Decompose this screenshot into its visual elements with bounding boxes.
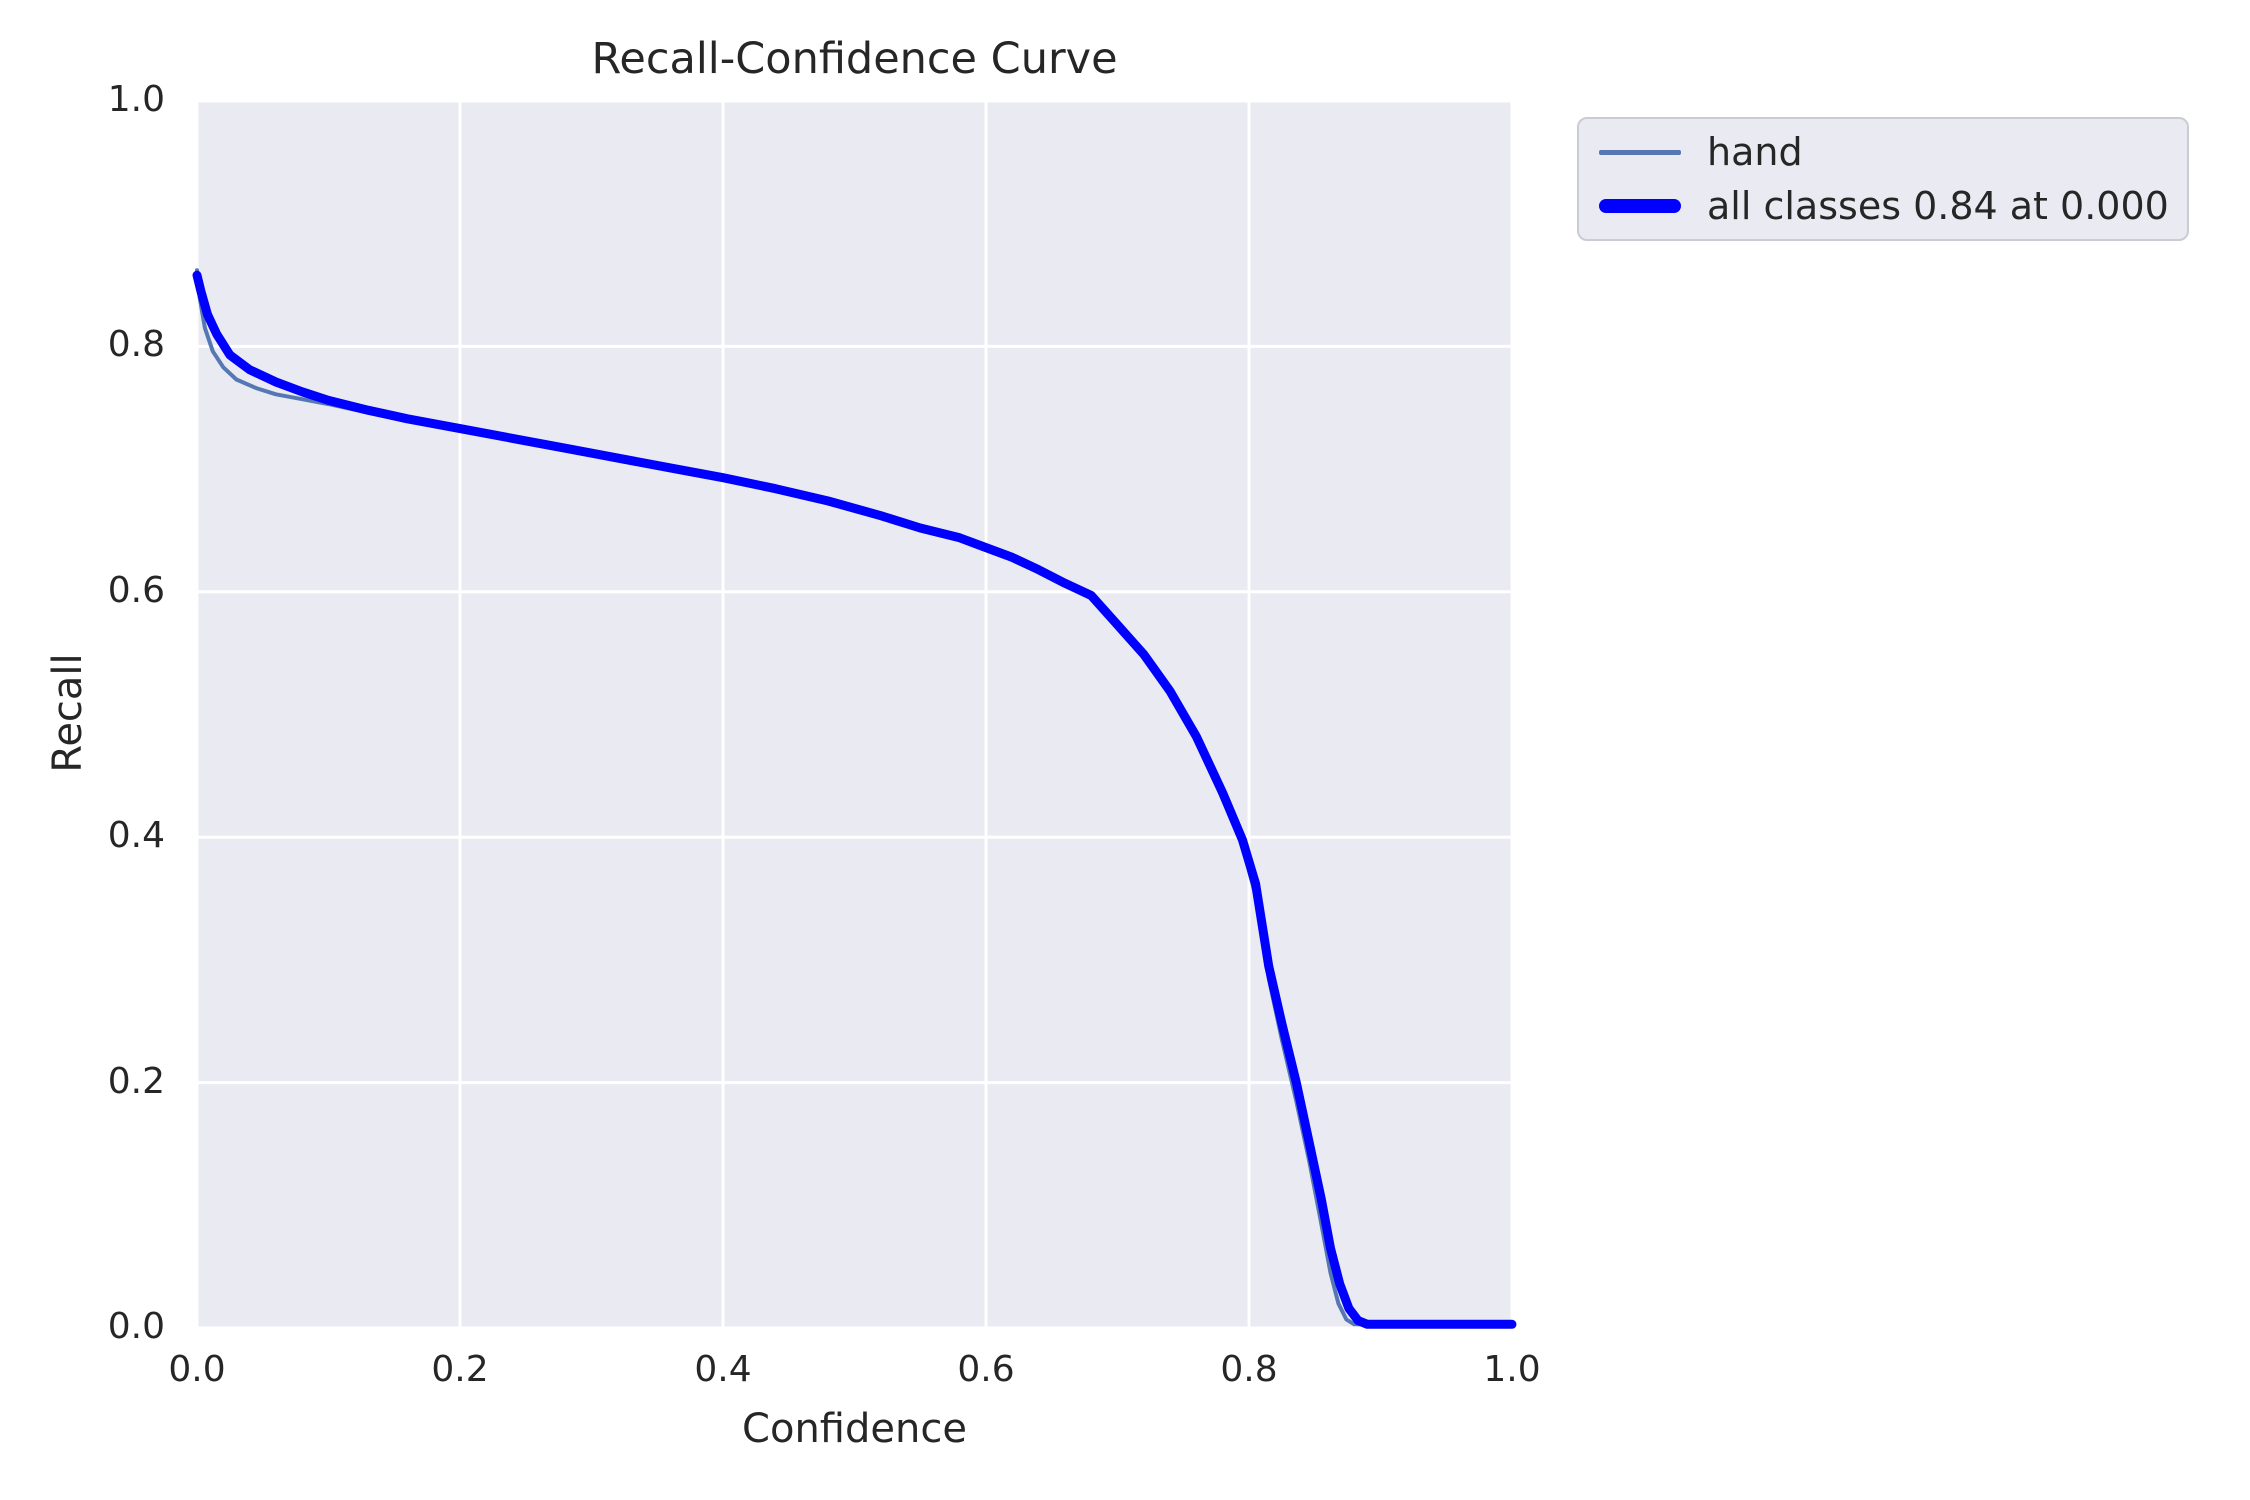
y-tick-label: 1.0 — [107, 79, 165, 120]
series-line-all-classes — [192, 270, 1517, 1329]
y-tick-label: 0.8 — [107, 324, 165, 366]
x-tick-label: 0.2 — [431, 1349, 489, 1390]
chart-title: Recall-Confidence Curve — [591, 34, 1118, 84]
y-tick-label: 0.4 — [107, 815, 165, 857]
y-tick-label: 0.6 — [107, 569, 165, 611]
x-tick-label: 0.6 — [957, 1349, 1015, 1390]
legend-label-hand: hand — [1707, 130, 1803, 174]
x-tick-label: 0.8 — [1220, 1349, 1278, 1390]
y-tick-label: 0.0 — [107, 1306, 165, 1347]
legend-row-hand: hand — [1599, 131, 2187, 173]
x-tick-label: 0.4 — [694, 1349, 752, 1390]
x-axis-label: Confidence — [742, 1406, 967, 1452]
legend-row-all-classes: all classes 0.84 at 0.000 — [1599, 185, 2187, 227]
legend-label-all-classes: all classes 0.84 at 0.000 — [1707, 184, 2169, 228]
x-tick-label: 1.0 — [1483, 1349, 1541, 1390]
y-axis-label: Recall — [45, 653, 91, 773]
y-tick-label: 0.2 — [107, 1060, 165, 1102]
hand-line-swatch — [1599, 149, 1681, 155]
plot-area-background — [197, 101, 1512, 1328]
x-tick-label: 0.0 — [168, 1349, 226, 1390]
all-classes-line-swatch — [1599, 199, 1681, 213]
legend: hand all classes 0.84 at 0.000 — [1577, 117, 2189, 241]
